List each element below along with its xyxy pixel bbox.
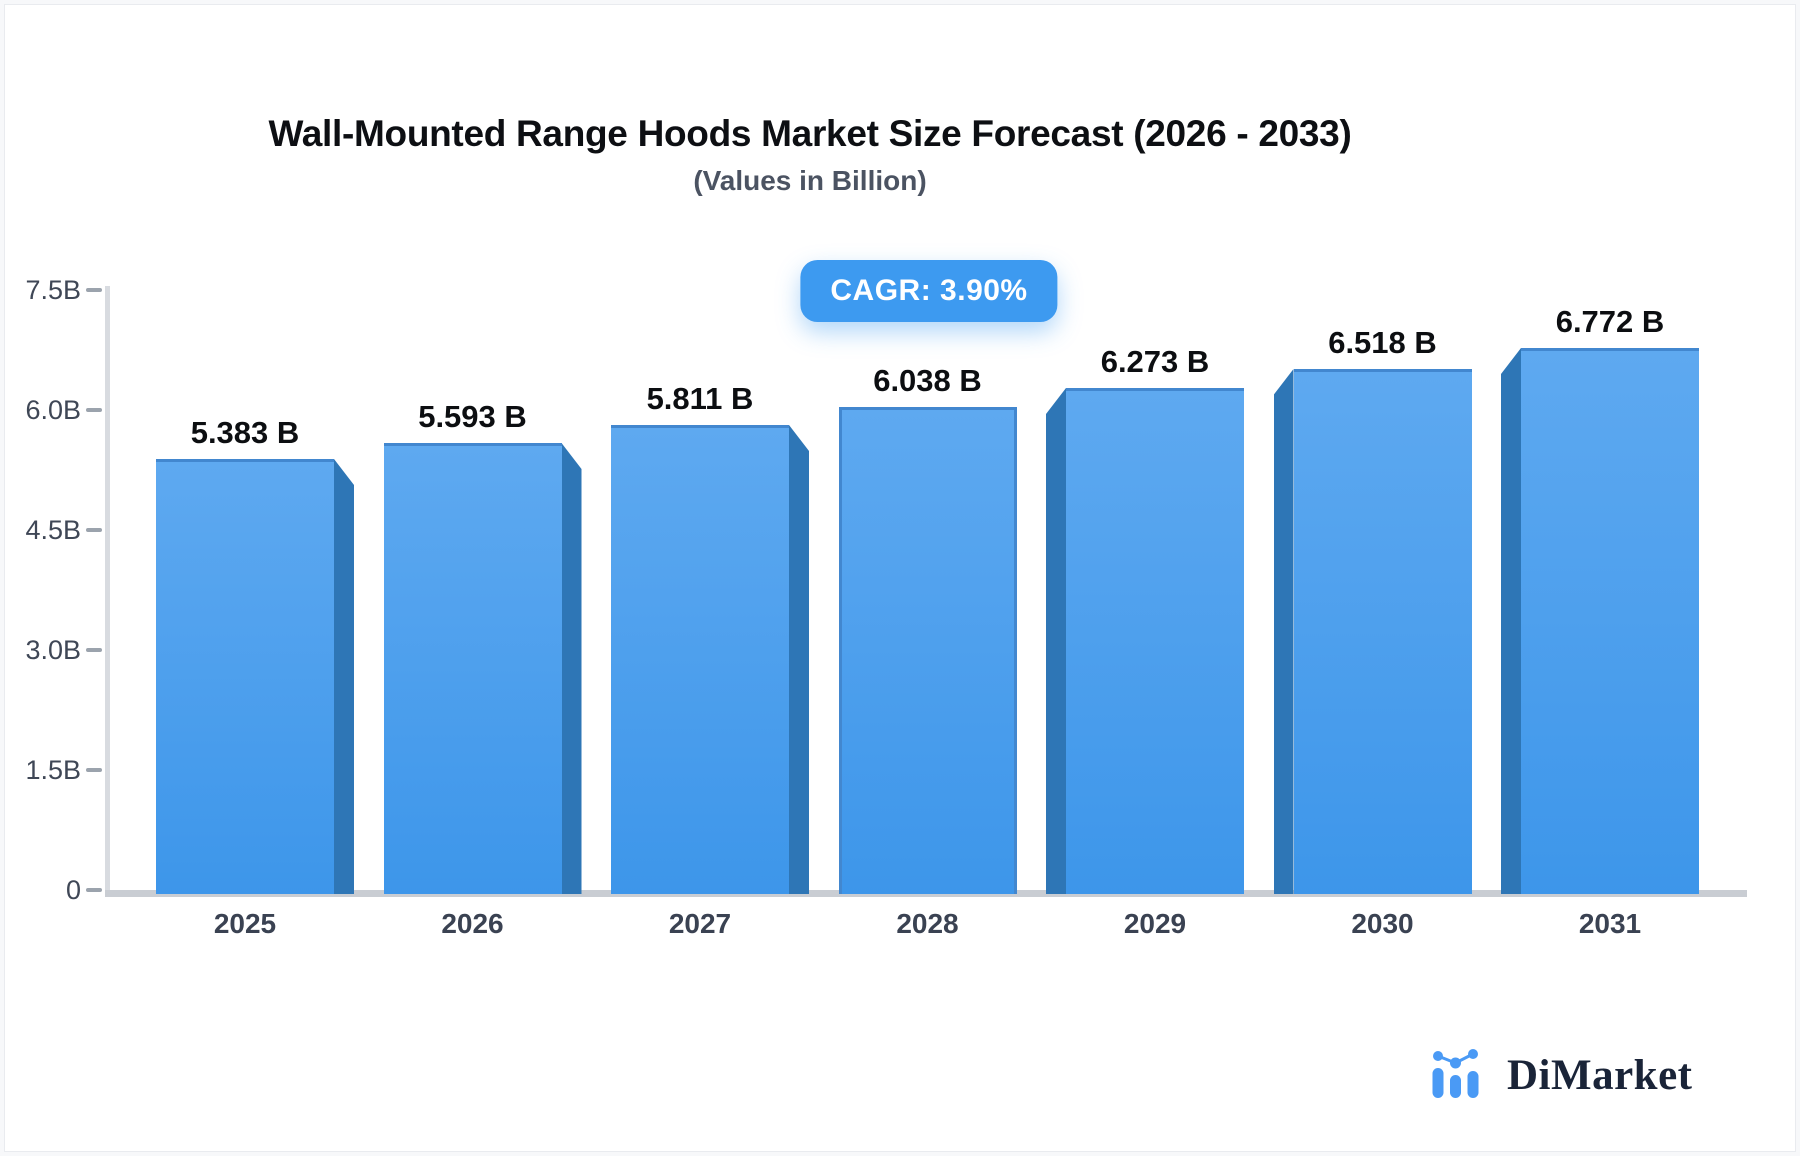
dimarket-logo-text: DiMarket xyxy=(1507,1052,1693,1099)
y-axis-tick-label: 0 xyxy=(65,875,81,905)
bar-side-2026 xyxy=(561,443,582,894)
x-axis-label-2026: 2026 xyxy=(441,908,504,939)
y-axis-line xyxy=(105,286,110,897)
y-axis-tick-label: 3.0B xyxy=(25,635,81,665)
bar-side-2027 xyxy=(789,425,809,894)
bar-side-2029 xyxy=(1046,388,1066,894)
y-axis-tick-mark xyxy=(86,528,102,532)
bar-2031 xyxy=(1521,348,1699,894)
y-axis-tick-mark xyxy=(86,288,102,292)
logo-dot xyxy=(1468,1049,1478,1059)
y-axis-tick-label: 6.0B xyxy=(25,395,81,425)
bar-value-label: 6.273 B xyxy=(1100,344,1210,379)
bar-side-2031 xyxy=(1501,348,1521,894)
bar-2027 xyxy=(611,425,789,894)
bar-2025 xyxy=(156,459,334,894)
x-axis-label-2028: 2028 xyxy=(896,908,959,939)
bar-side-2030 xyxy=(1273,369,1294,894)
x-axis-label-2025: 2025 xyxy=(213,908,277,939)
dimarket-logo-icon xyxy=(1432,1049,1479,1098)
y-axis-tick-mark xyxy=(86,408,102,412)
x-axis-label-2029: 2029 xyxy=(1123,908,1187,939)
logo-dot xyxy=(1433,1051,1443,1061)
logo-bar xyxy=(1450,1075,1461,1098)
y-axis-tick-mark xyxy=(86,648,102,652)
y-axis-tick-mark xyxy=(86,888,102,892)
logo-bar xyxy=(1432,1068,1444,1098)
chart-title: Wall-Mounted Range Hoods Market Size For… xyxy=(268,113,1352,154)
bar-value-label: 6.038 B xyxy=(873,363,982,398)
y-axis-tick-label: 4.5B xyxy=(25,515,81,545)
bar-value-label: 5.383 B xyxy=(190,415,300,450)
bar-value-label: 6.518 B xyxy=(1328,325,1437,360)
y-axis-tick-mark xyxy=(86,768,102,772)
chart-card: Wall-Mounted Range Hoods Market Size For… xyxy=(4,4,1796,1152)
cagr-badge: CAGR: 3.90% xyxy=(800,260,1058,322)
logo-dot xyxy=(1450,1057,1461,1069)
x-axis-label-2031: 2031 xyxy=(1578,908,1642,939)
bar-2030 xyxy=(1293,369,1472,894)
bar-side-2025 xyxy=(334,459,354,894)
bar-value-label: 5.593 B xyxy=(418,399,527,434)
bar-2028 xyxy=(838,407,1017,894)
bar-value-label: 5.811 B xyxy=(646,381,754,416)
logo-bar xyxy=(1467,1071,1479,1098)
y-axis-tick-label: 1.5B xyxy=(25,755,81,785)
bar-2029 xyxy=(1066,388,1244,894)
bar-value-label: 6.772 B xyxy=(1555,304,1665,339)
x-axis-label-2027: 2027 xyxy=(668,908,732,939)
x-axis-label-2030: 2030 xyxy=(1351,908,1414,939)
bar-2026 xyxy=(383,443,562,894)
chart-subtitle: (Values in Billion) xyxy=(693,165,927,196)
y-axis-tick-label: 7.5B xyxy=(25,275,81,305)
